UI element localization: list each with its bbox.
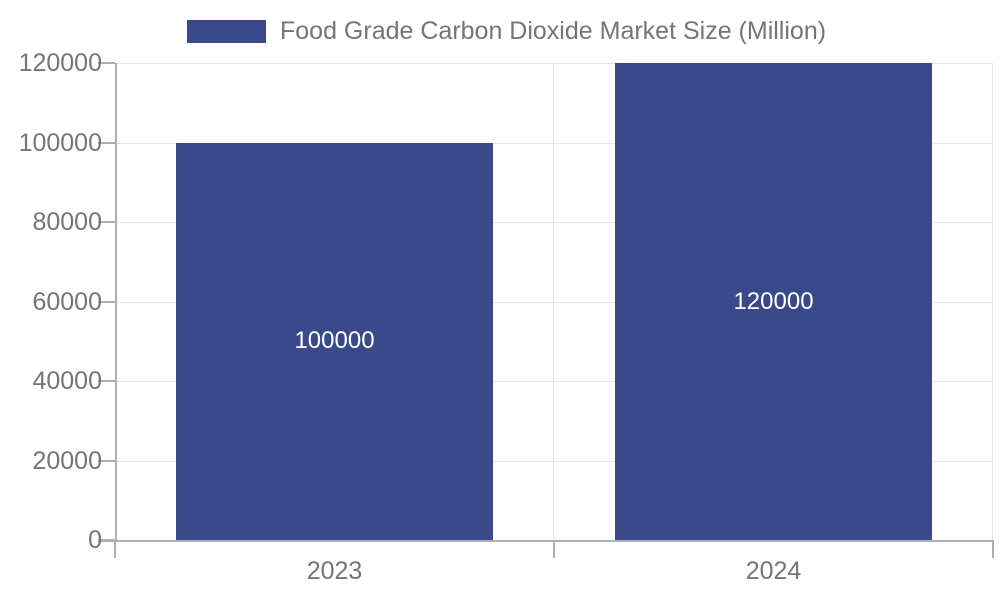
bar-value-label: 100000 <box>294 327 375 355</box>
chart-title: Food Grade Carbon Dioxide Market Size (M… <box>280 17 827 45</box>
x-tick-label: 2023 <box>306 557 363 585</box>
y-tick-label: 100000 <box>18 128 102 157</box>
bar-value-label: 120000 <box>733 287 814 315</box>
gridline-vertical <box>553 63 554 540</box>
y-tick-label: 60000 <box>32 287 102 316</box>
chart-legend: Food Grade Carbon Dioxide Market Size (M… <box>187 17 826 45</box>
gridline <box>115 460 993 462</box>
y-tick-mark <box>98 380 115 382</box>
bar-2023 <box>176 142 493 540</box>
y-tick-label: 80000 <box>32 208 102 236</box>
y-axis-line <box>115 63 117 540</box>
plot-area: 100000 120000 <box>115 63 993 540</box>
bar-2024 <box>615 63 932 540</box>
legend-swatch <box>187 19 266 43</box>
gridline <box>115 222 993 223</box>
y-tick-mark <box>98 141 115 144</box>
gridline-vertical <box>992 63 993 540</box>
gridline <box>115 381 993 382</box>
x-tick-mark <box>114 540 116 558</box>
x-tick-label: 2024 <box>745 557 802 585</box>
x-tick-mark <box>992 540 994 558</box>
y-tick-mark <box>98 62 115 64</box>
x-tick-mark <box>553 540 555 558</box>
y-tick-mark <box>98 539 115 541</box>
y-tick-label: 0 <box>88 526 102 554</box>
y-tick-label: 40000 <box>32 367 102 395</box>
gridline <box>115 63 993 64</box>
gridline <box>115 301 993 303</box>
gridline <box>115 142 993 144</box>
y-tick-mark <box>98 459 115 462</box>
y-tick-label: 120000 <box>18 49 102 77</box>
y-tick-mark <box>98 300 115 303</box>
x-axis-line <box>98 540 993 542</box>
y-tick-label: 20000 <box>32 446 102 475</box>
y-tick-mark <box>98 221 115 223</box>
